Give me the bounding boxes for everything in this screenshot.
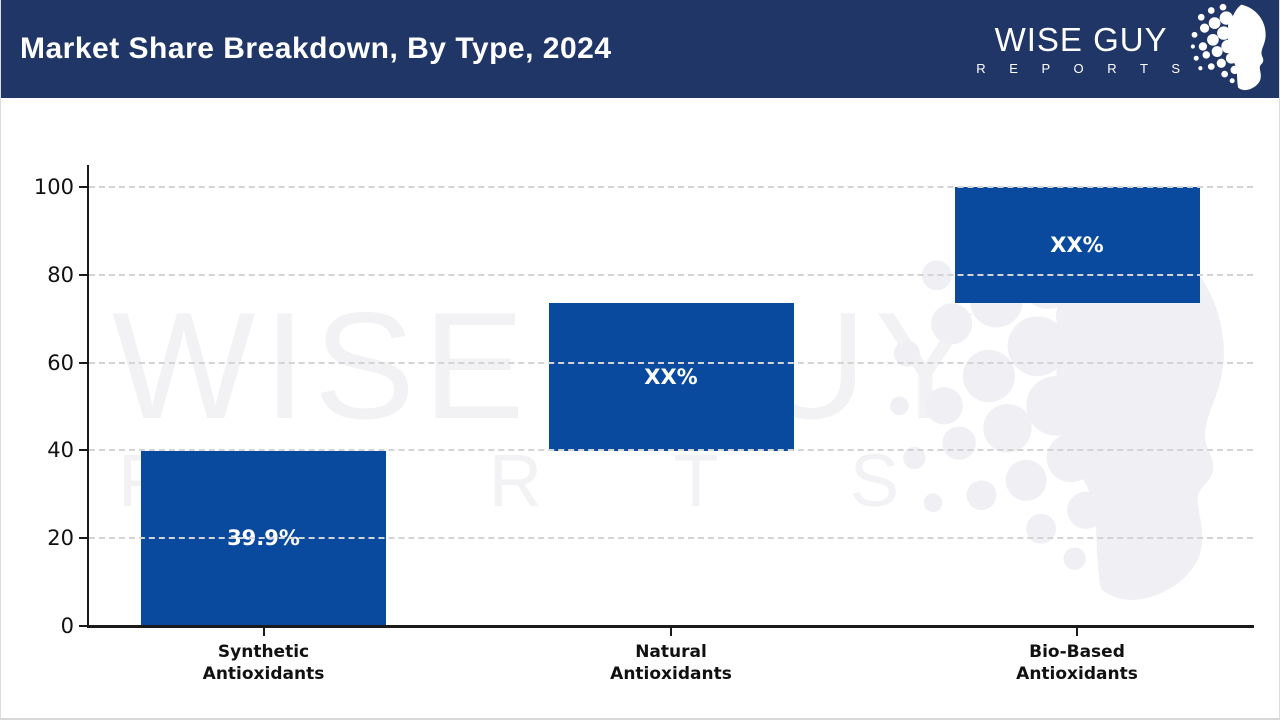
y-gridline	[89, 361, 1253, 364]
y-tick-mark	[79, 273, 87, 276]
x-axis-line	[87, 625, 1254, 628]
x-category-label: Bio-Based Antioxidants	[1016, 642, 1138, 685]
y-tick-label: 40	[47, 438, 74, 463]
brand-subname: R E P O R T S	[976, 60, 1190, 76]
y-tick-mark	[79, 449, 87, 452]
y-tick-label: 0	[60, 614, 74, 638]
y-tick-mark	[79, 537, 87, 540]
y-tick-label: 60	[47, 350, 74, 375]
header-bar: Market Share Breakdown, By Type, 2024 WI…	[0, 0, 1280, 98]
brand-name: WISE GUY	[994, 20, 1168, 58]
y-tick-mark	[79, 625, 87, 627]
bar-value-label: XX%	[1050, 233, 1104, 258]
x-category-label: Natural Antioxidants	[610, 642, 732, 685]
watermark-head-icon	[856, 212, 1256, 622]
y-tick-label: 80	[47, 262, 74, 287]
bar-value-label: XX%	[644, 365, 698, 390]
y-gridline	[89, 449, 1253, 452]
y-tick-mark	[79, 186, 87, 188]
brand-logo: WISE GUY R E P O R T S	[972, 3, 1272, 95]
y-gridline	[89, 537, 1253, 540]
y-tick-mark	[79, 361, 87, 364]
y-gridline	[89, 186, 1253, 188]
y-tick-label: 20	[47, 526, 74, 551]
x-tick-mark	[670, 628, 672, 636]
dotted-head-icon	[1184, 3, 1272, 95]
x-category-label: Synthetic Antioxidants	[202, 642, 325, 685]
y-tick-label: 100	[33, 175, 74, 199]
page-title: Market Share Breakdown, By Type, 2024	[20, 32, 612, 65]
x-tick-mark	[262, 628, 265, 636]
waterfall-bar: XX%	[548, 303, 794, 451]
watermark-brand-text: WISE GUY	[112, 281, 985, 451]
waterfall-bar: XX%	[954, 187, 1200, 304]
x-tick-mark	[1076, 628, 1078, 636]
y-gridline	[89, 273, 1253, 276]
brand-logo-text: WISE GUY R E P O R T S	[972, 23, 1190, 76]
y-axis-line	[87, 165, 89, 627]
